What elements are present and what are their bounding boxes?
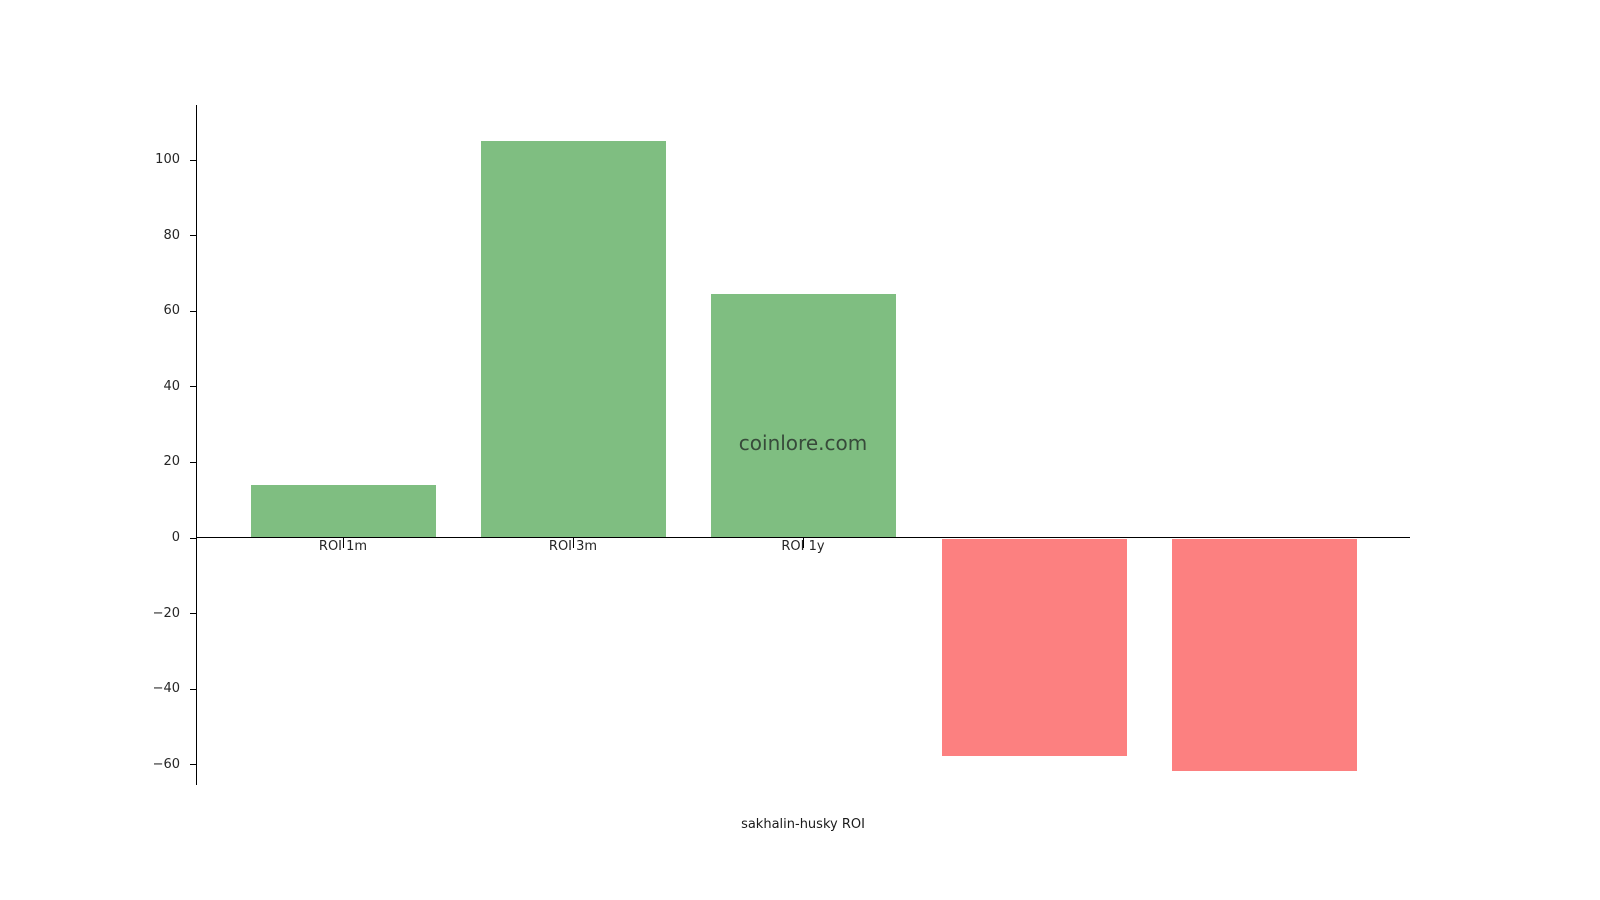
y-tick-mark xyxy=(190,688,196,690)
bar-unlabeled-3 xyxy=(941,539,1127,757)
y-tick-mark xyxy=(190,613,196,615)
x-tick-mark xyxy=(573,538,574,548)
y-tick-mark xyxy=(190,537,196,539)
y-tick-mark xyxy=(190,386,196,388)
x-tick-mark xyxy=(803,538,804,548)
y-tick-label: 60 xyxy=(163,303,180,319)
y-tick-label: 40 xyxy=(163,378,180,394)
chart-title: sakhalin-husky ROI xyxy=(741,817,865,832)
y-tick-label: −40 xyxy=(152,681,180,697)
y-tick-mark xyxy=(190,764,196,766)
y-tick-label: 0 xyxy=(171,530,180,545)
y-tick-label: −20 xyxy=(152,605,180,621)
y-tick-label: 80 xyxy=(163,227,180,243)
y-tick-mark xyxy=(190,235,196,237)
bar-roi-1y xyxy=(710,293,896,538)
y-tick-label: 100 xyxy=(155,152,180,167)
y-axis-spine xyxy=(196,105,197,785)
y-tick-label: −60 xyxy=(152,756,180,772)
bar-unlabeled-4 xyxy=(1171,539,1357,772)
bar-roi-3m xyxy=(480,141,666,538)
watermark-text: coinlore.com xyxy=(738,431,868,455)
y-tick-mark xyxy=(190,310,196,312)
x-tick-mark xyxy=(343,538,344,548)
x-axis-zero-line xyxy=(196,537,1410,538)
y-tick-label: 20 xyxy=(163,454,180,470)
bar-roi-1m xyxy=(250,485,436,538)
y-tick-mark xyxy=(190,159,196,161)
y-tick-mark xyxy=(190,461,196,463)
